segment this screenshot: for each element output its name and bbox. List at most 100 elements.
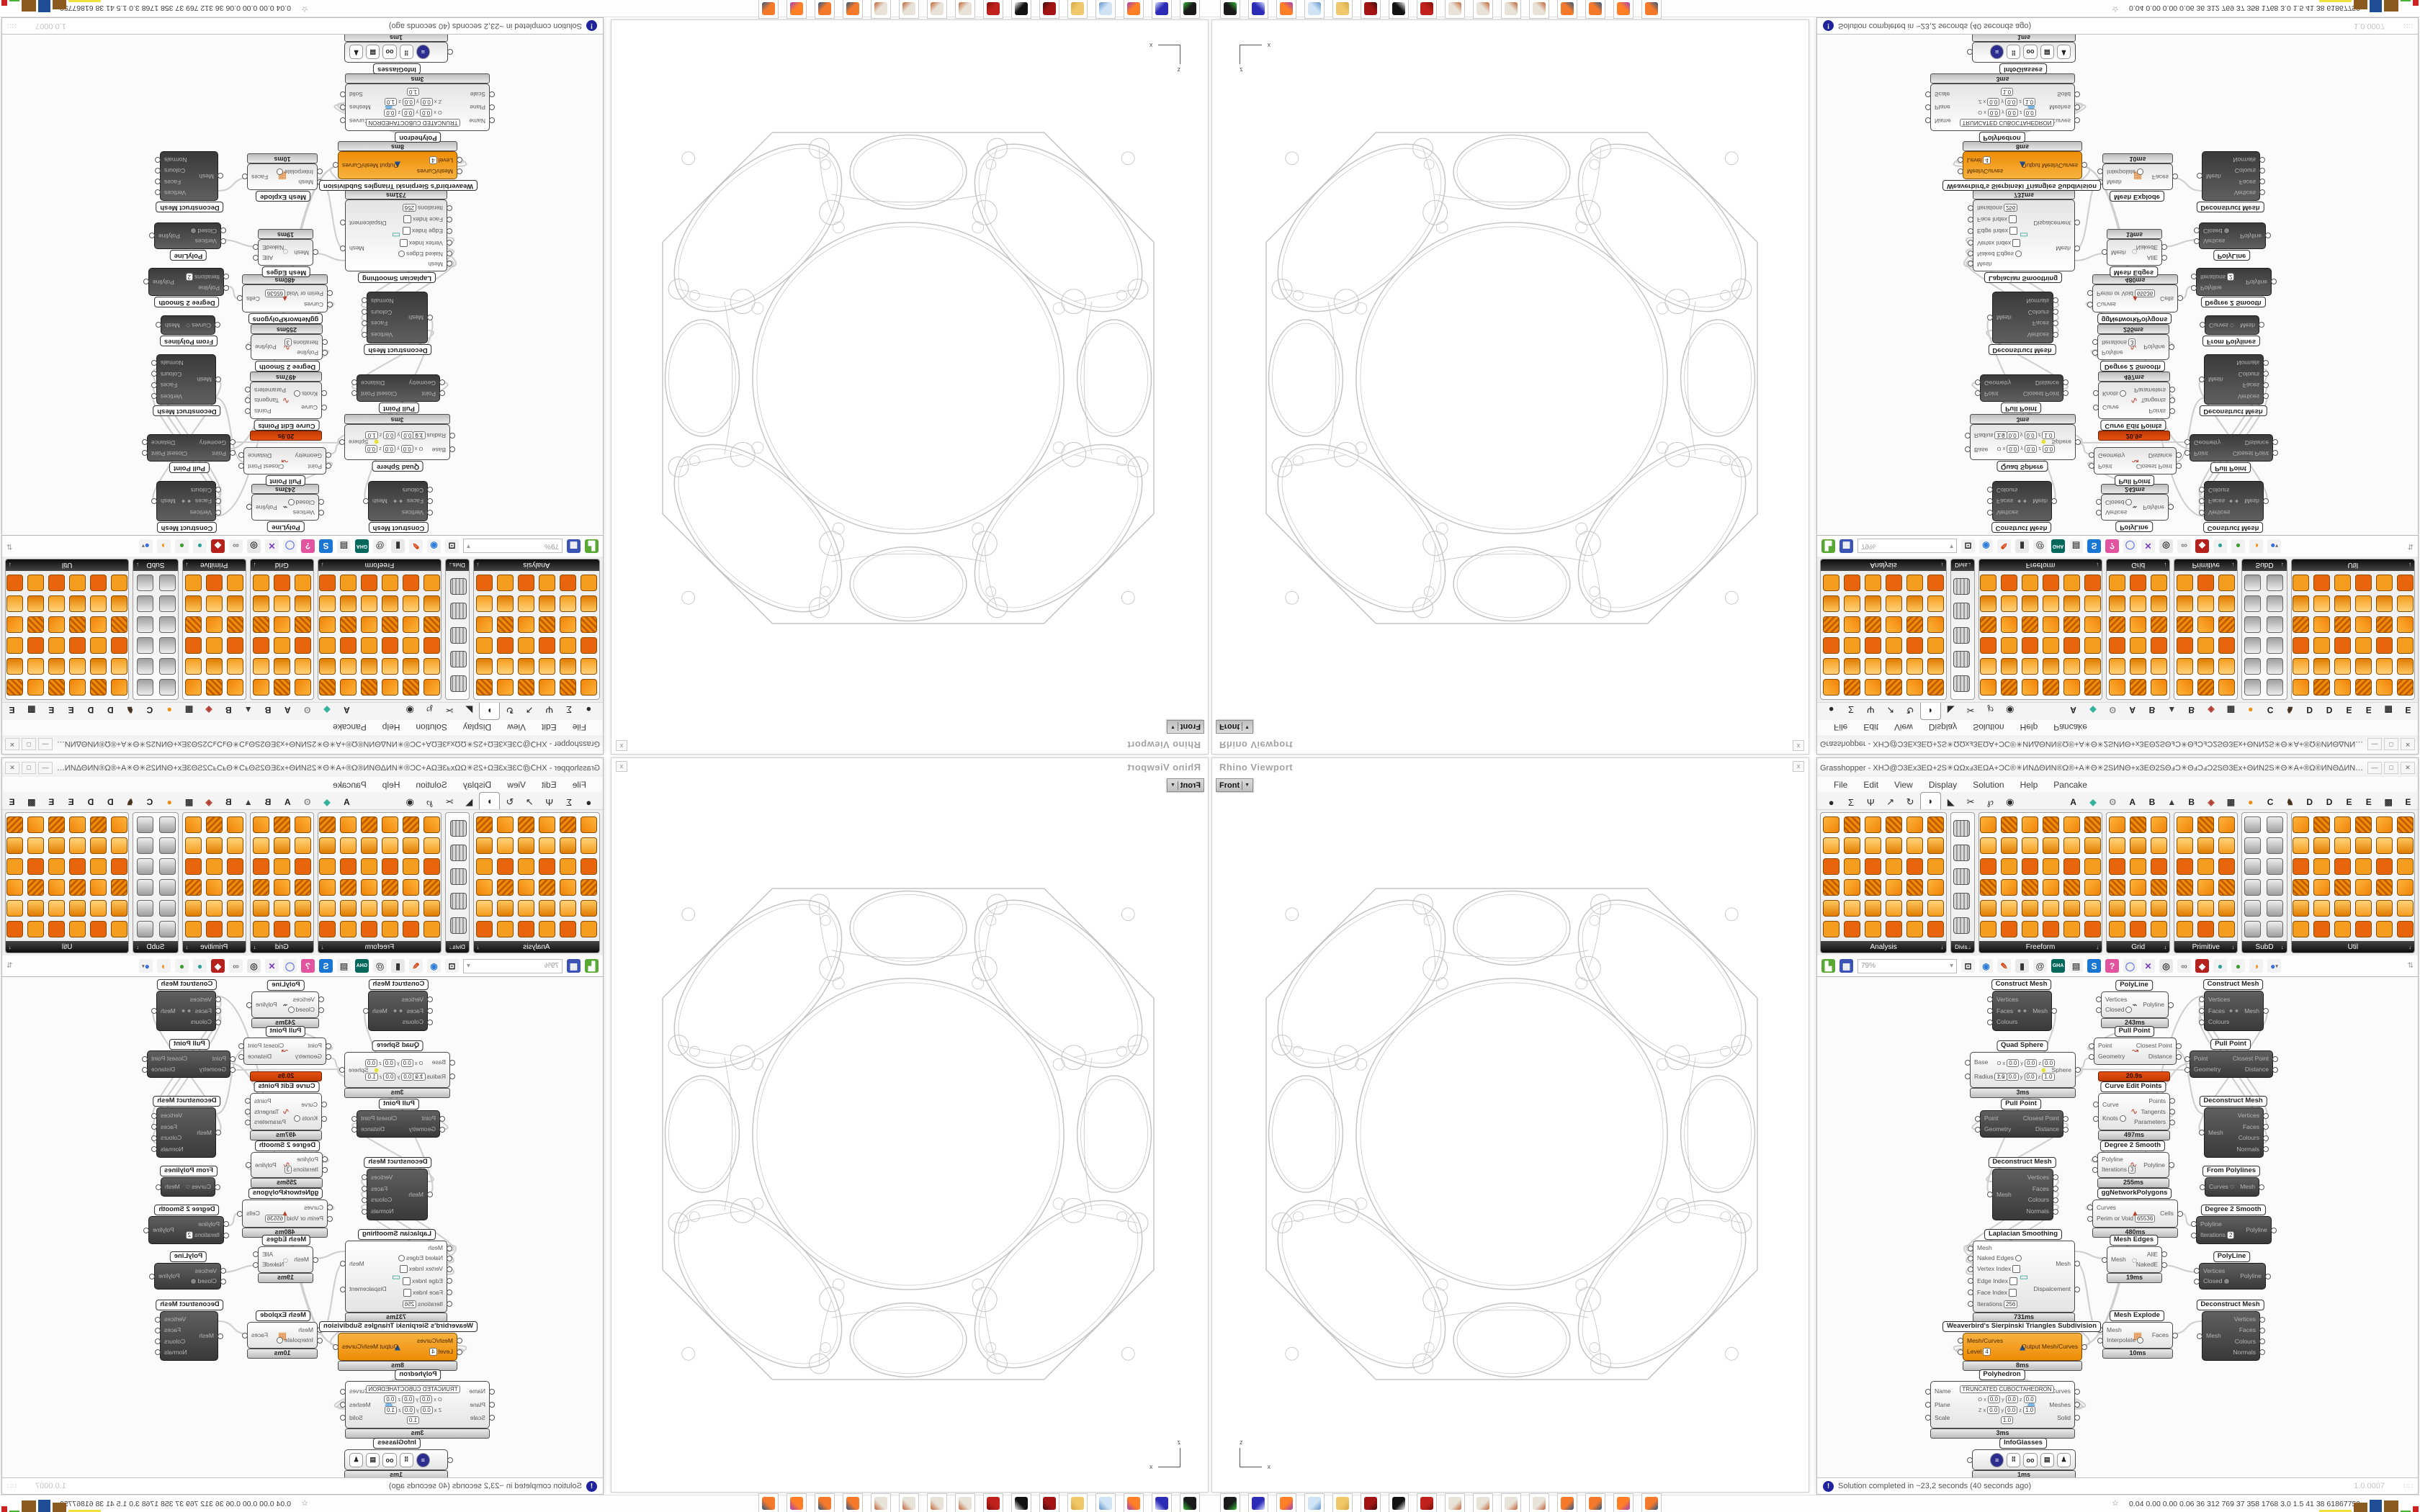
- node-canvas[interactable]: Construct Mesh Vertices Faces Colours Mesh ● …: [1817, 35, 2418, 535]
- palette-icon[interactable]: [475, 921, 493, 937]
- palette-icon[interactable]: [475, 658, 493, 675]
- palette-icon[interactable]: [2022, 921, 2039, 937]
- palette-icon[interactable]: [2177, 858, 2194, 875]
- laplacian-smoothing-node[interactable]: Mesh Naked Edges Vertex Index Edge Index Fac…: [1968, 199, 2080, 271]
- plugin-tab-0[interactable]: A: [344, 797, 350, 807]
- deconstruct-mesh-right-2-node[interactable]: Mesh Vertices Faces Colours Normals: [155, 1311, 223, 1361]
- palette-icon[interactable]: [1906, 921, 1924, 937]
- preview-eye-icon[interactable]: ◉: [1979, 959, 1993, 973]
- resize-grip[interactable]: ∷∷: [6, 22, 17, 30]
- output-port[interactable]: Polyline: [149, 233, 180, 240]
- palette-icon[interactable]: [381, 637, 398, 654]
- pull-point-right-label[interactable]: Pull Point: [169, 1039, 210, 1050]
- palette-icon[interactable]: [2354, 858, 2372, 875]
- construct-mesh-left-label[interactable]: Construct Mesh: [1991, 979, 2052, 990]
- tab-transform-icon[interactable]: ℘: [1986, 705, 1994, 716]
- from-polylines-label[interactable]: From Polylines: [159, 1166, 218, 1176]
- palette-icon[interactable]: [2130, 658, 2147, 675]
- firefox-icon[interactable]: [1124, 1493, 1144, 1512]
- maximize-button[interactable]: □: [22, 761, 36, 774]
- palette-icon[interactable]: [1844, 858, 1861, 875]
- palette-icon[interactable]: [2022, 816, 2039, 833]
- plugin-tab-2[interactable]: ʘ: [304, 797, 311, 807]
- floppy-64-icon[interactable]: [1152, 0, 1172, 19]
- gha-icon[interactable]: GHA: [355, 539, 369, 553]
- palette-icon[interactable]: [2177, 595, 2194, 612]
- palette-icon[interactable]: [538, 816, 555, 833]
- palette-icon[interactable]: [449, 819, 467, 837]
- menu-item-pancake[interactable]: Pancake: [2053, 722, 2087, 733]
- output-port[interactable]: Points: [2148, 1097, 2175, 1104]
- palette-icon[interactable]: [381, 879, 398, 896]
- palette-icon[interactable]: [27, 679, 45, 696]
- viewport-mode-tab[interactable]: Front ▼: [1166, 720, 1204, 734]
- plugin-tab-5[interactable]: ▲: [2167, 705, 2177, 715]
- palette-footer[interactable]: Divis.. ↓: [1951, 559, 1974, 571]
- output-port[interactable]: Colours: [155, 1338, 185, 1345]
- mesh-edges-node[interactable]: Mesh AllE NakedE ◌: [253, 239, 318, 266]
- palette-icon[interactable]: [1953, 844, 1971, 861]
- palette-icon[interactable]: [1529, 0, 1549, 19]
- pull-point-left-node[interactable]: Point Geometry Closest Point Distance: [1975, 1110, 2069, 1138]
- input-port[interactable]: Point: [308, 1042, 331, 1049]
- output-port[interactable]: Polyline: [246, 1001, 277, 1008]
- deconstruct-mesh-left-node[interactable]: Mesh Vertices Faces Colours Normals: [1987, 292, 2058, 343]
- input-port[interactable]: Colours: [1987, 487, 2017, 494]
- deconstruct-mesh-right-2-node[interactable]: Mesh Vertices Faces Colours Normals: [2197, 1311, 2265, 1361]
- palette-footer[interactable]: Freeform ↓: [1978, 941, 2102, 953]
- palette-icon[interactable]: [496, 595, 514, 612]
- palette-icon[interactable]: [2244, 816, 2262, 833]
- palette-icon[interactable]: [90, 858, 107, 875]
- tab-display-icon[interactable]: ◉: [405, 705, 414, 716]
- palette-icon[interactable]: [111, 575, 128, 591]
- value-chip[interactable]: 0.0: [2005, 1395, 2018, 1404]
- tab-surface-icon[interactable]: ◗: [478, 703, 501, 720]
- ggnetworkpolygons-node[interactable]: Curves Perim or Void 65536 Cells ▲: [237, 284, 333, 312]
- calculator-icon[interactable]: [1095, 0, 1116, 19]
- input-port[interactable]: Closed: [189, 1277, 226, 1285]
- output-port[interactable]: Vertices: [155, 189, 186, 197]
- palette-icon[interactable]: [581, 900, 597, 917]
- palette-icon[interactable]: [2001, 879, 2018, 896]
- palette-icon[interactable]: [184, 575, 202, 591]
- palette-icon[interactable]: [2084, 816, 2102, 833]
- construct-mesh-left-label[interactable]: Construct Mesh: [368, 522, 429, 533]
- menu-item-view[interactable]: View: [507, 779, 526, 790]
- from-polylines-node[interactable]: Curves Mesh ○: [2200, 1177, 2264, 1197]
- palette-icon[interactable]: [381, 900, 398, 917]
- zoom-level-field[interactable]: 79% ▾: [463, 539, 563, 554]
- plugin-tab-7[interactable]: ◈: [205, 705, 212, 715]
- tab-display-icon[interactable]: ◉: [2006, 796, 2015, 807]
- palette-icon[interactable]: [2001, 816, 2018, 833]
- palette-icon[interactable]: [517, 816, 534, 833]
- infoglasses-icon[interactable]: ≡: [1990, 1452, 2004, 1467]
- radio-widget[interactable]: [276, 1337, 283, 1344]
- palette-icon[interactable]: [252, 658, 269, 675]
- palette-icon[interactable]: [2063, 575, 2081, 591]
- palette-icon[interactable]: [6, 679, 24, 696]
- radio-widget[interactable]: [189, 1278, 197, 1285]
- pull-point-mid-node[interactable]: Point Geometry Closest Point Distance ↝: [238, 1038, 331, 1065]
- palette-icon[interactable]: [1953, 602, 1971, 619]
- palette-icon[interactable]: [1823, 900, 1839, 917]
- input-port[interactable]: Name: [1925, 117, 1951, 125]
- palette-icon[interactable]: [273, 679, 290, 696]
- folder-icon[interactable]: [1332, 1493, 1353, 1512]
- infoglasses-label[interactable]: InfoGlasses: [373, 1438, 421, 1449]
- input-port[interactable]: Naked Edges: [1968, 1255, 2022, 1262]
- palette-icon[interactable]: [2043, 816, 2060, 833]
- pull-point-mid-label[interactable]: Pull Point: [265, 1026, 306, 1037]
- input-port[interactable]: Vertices: [402, 509, 433, 516]
- palette-icon[interactable]: [496, 679, 514, 696]
- blender-icon[interactable]: [758, 0, 779, 19]
- input-port[interactable]: Geometry: [2184, 439, 2220, 446]
- palette-icon[interactable]: [517, 616, 534, 633]
- palette-icon[interactable]: [1927, 595, 1945, 612]
- zoom-extents-icon[interactable]: ⊡: [1961, 539, 1975, 553]
- palette-icon[interactable]: [2218, 816, 2236, 833]
- palette-icon[interactable]: [2063, 637, 2081, 654]
- palette-footer[interactable]: Grid ↓: [2107, 941, 2170, 953]
- palette-icon[interactable]: [2267, 637, 2284, 654]
- palette-icon[interactable]: [2354, 679, 2372, 696]
- blender-icon[interactable]: [1557, 1493, 1577, 1512]
